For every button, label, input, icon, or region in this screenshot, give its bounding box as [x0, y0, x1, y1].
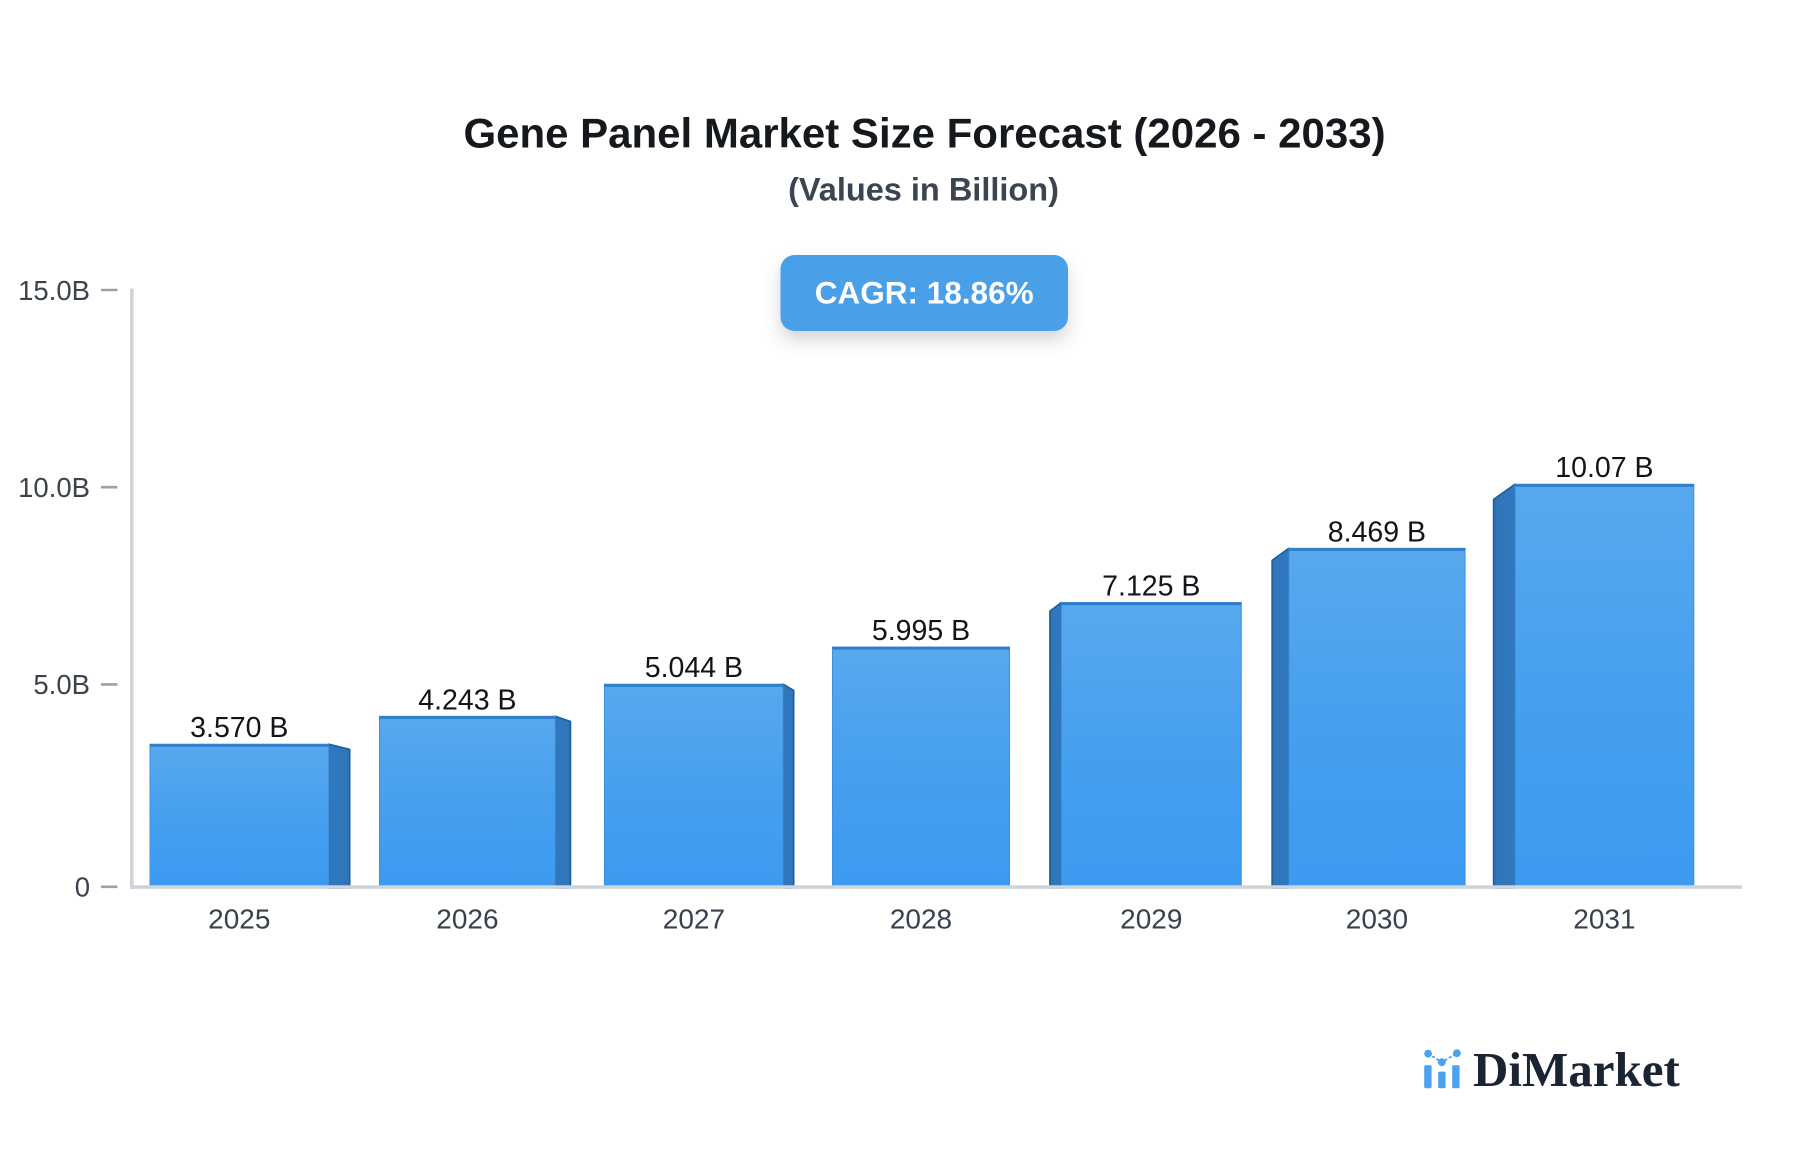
svg-text:2031: 2031 — [1573, 904, 1635, 935]
svg-text:(Values in Billion): (Values in Billion) — [788, 172, 1059, 208]
svg-text:7.125 B: 7.125 B — [1102, 571, 1200, 603]
svg-text:5.044 B: 5.044 B — [645, 652, 743, 684]
svg-text:10.07 B: 10.07 B — [1555, 452, 1653, 484]
svg-text:2025: 2025 — [208, 904, 270, 935]
svg-text:DiMarket: DiMarket — [1473, 1042, 1680, 1097]
svg-text:3.570 B: 3.570 B — [190, 712, 288, 744]
svg-text:CAGR: 18.86%: CAGR: 18.86% — [815, 275, 1034, 311]
svg-text:8.469 B: 8.469 B — [1328, 516, 1426, 548]
svg-text:10.0B: 10.0B — [18, 472, 90, 503]
svg-text:0: 0 — [75, 872, 90, 903]
svg-text:2030: 2030 — [1346, 904, 1408, 935]
svg-text:2026: 2026 — [436, 904, 498, 935]
svg-text:2028: 2028 — [890, 904, 952, 935]
svg-text:2029: 2029 — [1120, 904, 1182, 935]
svg-text:5.0B: 5.0B — [33, 669, 90, 700]
svg-text:2027: 2027 — [663, 904, 725, 935]
svg-text:Gene Panel Market Size Forecas: Gene Panel Market Size Forecast (2026 - … — [463, 110, 1385, 157]
svg-text:15.0B: 15.0B — [18, 275, 90, 306]
svg-text:4.243 B: 4.243 B — [418, 684, 516, 716]
svg-text:5.995 B: 5.995 B — [872, 615, 970, 647]
